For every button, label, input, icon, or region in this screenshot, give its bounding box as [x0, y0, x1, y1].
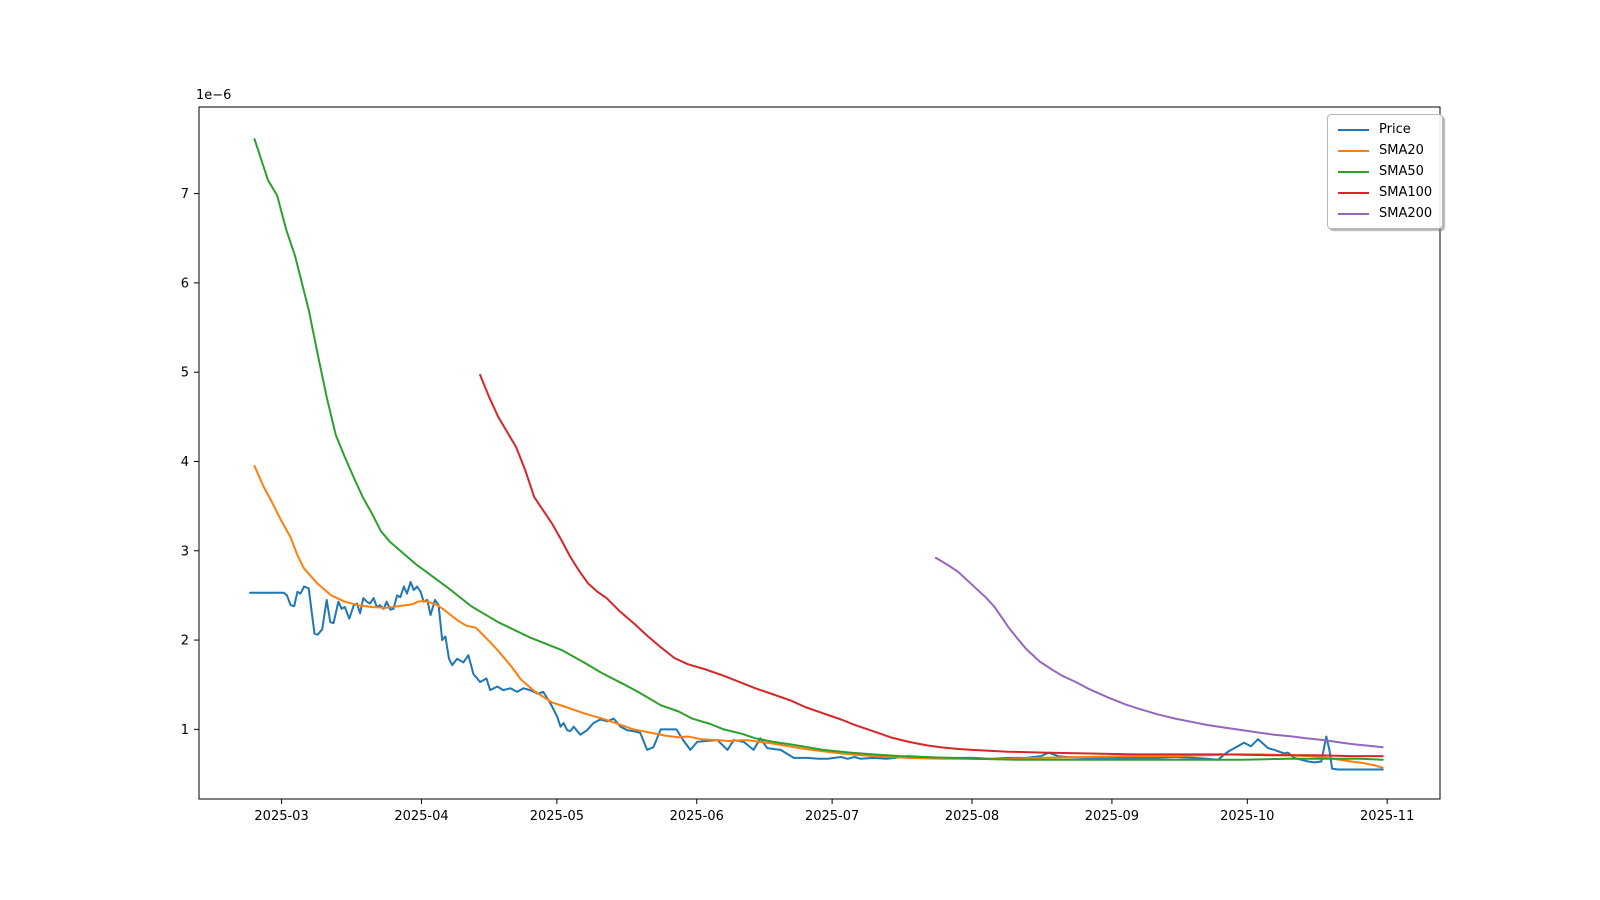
- x-tick-label: 2025-10: [1220, 809, 1274, 824]
- y-tick-label: 2: [181, 634, 189, 649]
- legend-row-sma50: SMA50: [1328, 161, 1442, 182]
- legend-row-sma100: SMA100: [1328, 182, 1442, 203]
- sma100-line: [479, 373, 1384, 758]
- sma50-line: [253, 138, 1384, 761]
- plot-border: [198, 106, 1441, 800]
- legend-label-sma100: SMA100: [1379, 185, 1433, 200]
- legend: Price SMA20 SMA50 SMA100 SMA200: [1327, 114, 1444, 229]
- legend-row-price: Price: [1328, 119, 1442, 140]
- sma20-line: [253, 464, 1384, 769]
- legend-label-sma200: SMA200: [1379, 206, 1433, 221]
- y-tick-label: 3: [181, 544, 189, 559]
- y-axis-offset-label: 1e−6: [196, 88, 231, 103]
- y-tick-label: 5: [181, 366, 189, 381]
- sma200-line: [934, 556, 1384, 749]
- legend-row-sma200: SMA200: [1328, 203, 1442, 224]
- price-line: [249, 581, 1384, 771]
- x-tick-label: 2025-06: [670, 809, 724, 824]
- y-tick-label: 6: [181, 276, 189, 291]
- y-tick-label: 1: [181, 723, 189, 738]
- sma50-line-swatch: [1338, 170, 1369, 173]
- x-tick-label: 2025-04: [394, 809, 448, 824]
- legend-label-price: Price: [1379, 122, 1411, 137]
- x-tick-label: 2025-05: [530, 809, 584, 824]
- x-tick-label: 2025-08: [945, 809, 999, 824]
- x-tick-label: 2025-03: [254, 809, 308, 824]
- x-tick-label: 2025-07: [805, 809, 859, 824]
- price-line-swatch: [1338, 128, 1369, 131]
- legend-label-sma20: SMA20: [1379, 143, 1424, 158]
- y-tick-label: 4: [181, 455, 189, 470]
- x-tick-label: 2025-11: [1360, 809, 1414, 824]
- legend-label-sma50: SMA50: [1379, 164, 1424, 179]
- sma100-line-swatch: [1338, 191, 1369, 194]
- y-tick-label: 7: [181, 187, 189, 202]
- x-tick-label: 2025-09: [1085, 809, 1139, 824]
- sma20-line-swatch: [1338, 149, 1369, 152]
- legend-row-sma20: SMA20: [1328, 140, 1442, 161]
- sma200-line-swatch: [1338, 212, 1369, 215]
